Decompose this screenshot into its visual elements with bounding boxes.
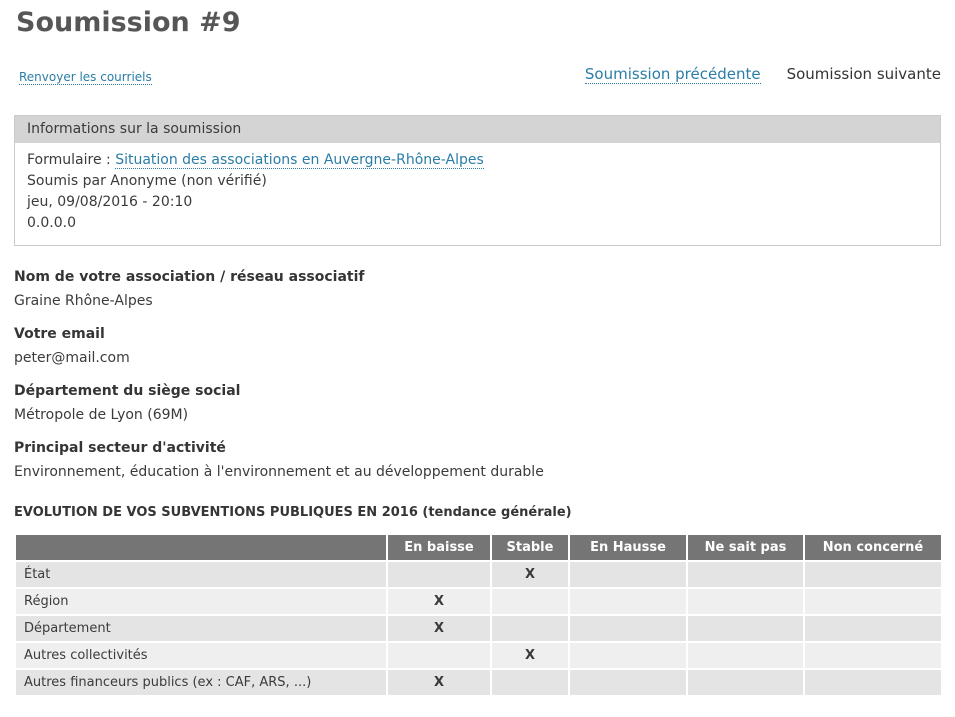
header-cell-en-hausse: En Hausse <box>568 533 688 562</box>
mark-cell <box>568 560 688 589</box>
header-cell-stable: Stable <box>490 533 570 562</box>
mark-cell <box>686 587 805 616</box>
mark-cell <box>686 614 805 643</box>
field-label: Nom de votre association / réseau associ… <box>14 269 365 285</box>
field-value: Métropole de Lyon (69M) <box>14 407 189 423</box>
submission-info-content: Formulaire : Situation des associations … <box>15 143 940 245</box>
mark-cell <box>386 560 492 589</box>
field-value: Environnement, éducation à l'environneme… <box>14 464 544 480</box>
mark-cell: X <box>386 587 492 616</box>
fields-section: Nom de votre association / réseau associ… <box>14 269 941 480</box>
submission-date: jeu, 09/08/2016 - 20:10 <box>27 194 193 210</box>
submission-info-box: Informations sur la soumission Formulair… <box>14 115 941 246</box>
mark-cell <box>568 587 688 616</box>
topbar: Renvoyer les courriels Soumission précéd… <box>14 65 941 85</box>
table-row: Autres financeurs publics (ex : CAF, ARS… <box>14 668 943 697</box>
mark-cell <box>686 641 805 670</box>
submission-info-legend: Informations sur la soumission <box>15 116 940 143</box>
header-cell-non-concerne: Non concerné <box>803 533 943 562</box>
mark-cell <box>568 614 688 643</box>
mark-cell <box>686 560 805 589</box>
next-submission-text: Soumission suivante <box>786 65 941 83</box>
mark-cell <box>803 587 943 616</box>
mark-cell: X <box>490 560 570 589</box>
table-row: Région X <box>14 587 943 616</box>
mark-cell <box>686 668 805 697</box>
field-email: Votre email peter@mail.com <box>14 326 941 366</box>
mark-cell <box>803 614 943 643</box>
table-row: État X <box>14 560 943 589</box>
resend-emails-link[interactable]: Renvoyer les courriels <box>19 70 152 85</box>
mark-cell <box>386 641 492 670</box>
row-label-cell: Autres collectivités <box>14 641 388 670</box>
field-label: Votre email <box>14 326 105 342</box>
mark-cell: X <box>386 668 492 697</box>
field-label: Département du siège social <box>14 383 241 399</box>
table-header-row: En baisse Stable En Hausse Ne sait pas N… <box>14 533 943 562</box>
table-row: Autres collectivités X <box>14 641 943 670</box>
submitted-by: Soumis par Anonyme (non vérifié) <box>27 173 267 189</box>
page-title: Soumission #9 <box>16 7 241 38</box>
row-label-cell: État <box>14 560 388 589</box>
form-label: Formulaire : <box>27 152 111 168</box>
mark-cell <box>803 560 943 589</box>
mark-cell <box>568 668 688 697</box>
submission-ip: 0.0.0.0 <box>27 215 76 231</box>
field-value: Graine Rhône-Alpes <box>14 293 153 309</box>
mark-cell <box>490 614 570 643</box>
header-cell-empty <box>14 533 388 562</box>
mark-cell <box>568 641 688 670</box>
subventions-table-title: EVOLUTION DE VOS SUBVENTIONS PUBLIQUES E… <box>14 505 572 520</box>
field-value: peter@mail.com <box>14 350 130 366</box>
row-label-cell: Région <box>14 587 388 616</box>
mark-cell <box>490 587 570 616</box>
previous-submission-link[interactable]: Soumission précédente <box>584 65 761 84</box>
row-label-cell: Autres financeurs publics (ex : CAF, ARS… <box>14 668 388 697</box>
field-secteur: Principal secteur d'activité Environneme… <box>14 440 941 480</box>
field-departement: Département du siège social Métropole de… <box>14 383 941 423</box>
field-association-name: Nom de votre association / réseau associ… <box>14 269 941 309</box>
row-label-cell: Département <box>14 614 388 643</box>
form-line: Formulaire : Situation des associations … <box>27 150 928 171</box>
header-cell-ne-sait-pas: Ne sait pas <box>686 533 805 562</box>
field-label: Principal secteur d'activité <box>14 440 226 456</box>
mark-cell <box>803 641 943 670</box>
mark-cell: X <box>490 641 570 670</box>
header-cell-en-baisse: En baisse <box>386 533 492 562</box>
mark-cell <box>490 668 570 697</box>
webform-link[interactable]: Situation des associations en Auvergne-R… <box>115 152 484 169</box>
submission-nav: Soumission précédente Soumission suivant… <box>584 65 941 84</box>
mark-cell <box>803 668 943 697</box>
subventions-table: En baisse Stable En Hausse Ne sait pas N… <box>14 533 943 697</box>
mark-cell: X <box>386 614 492 643</box>
table-row: Département X <box>14 614 943 643</box>
